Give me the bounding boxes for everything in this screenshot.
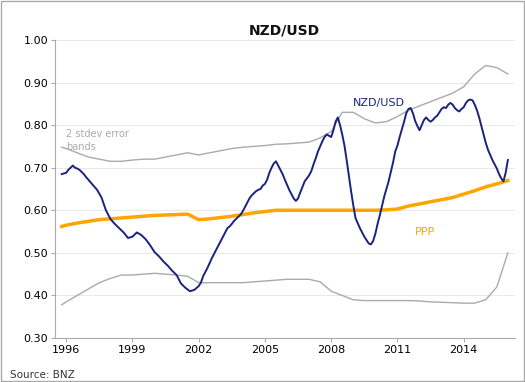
- Text: Source: BNZ: Source: BNZ: [10, 370, 75, 380]
- Text: PPP: PPP: [415, 227, 435, 238]
- Text: NZD/USD: NZD/USD: [353, 98, 405, 108]
- Title: NZD/USD: NZD/USD: [249, 23, 320, 37]
- Text: 2 stdev error
bands: 2 stdev error bands: [66, 129, 129, 152]
- Text: NZD/USD Trading Close to Long-Term FV: NZD/USD Trading Close to Long-Term FV: [6, 12, 320, 26]
